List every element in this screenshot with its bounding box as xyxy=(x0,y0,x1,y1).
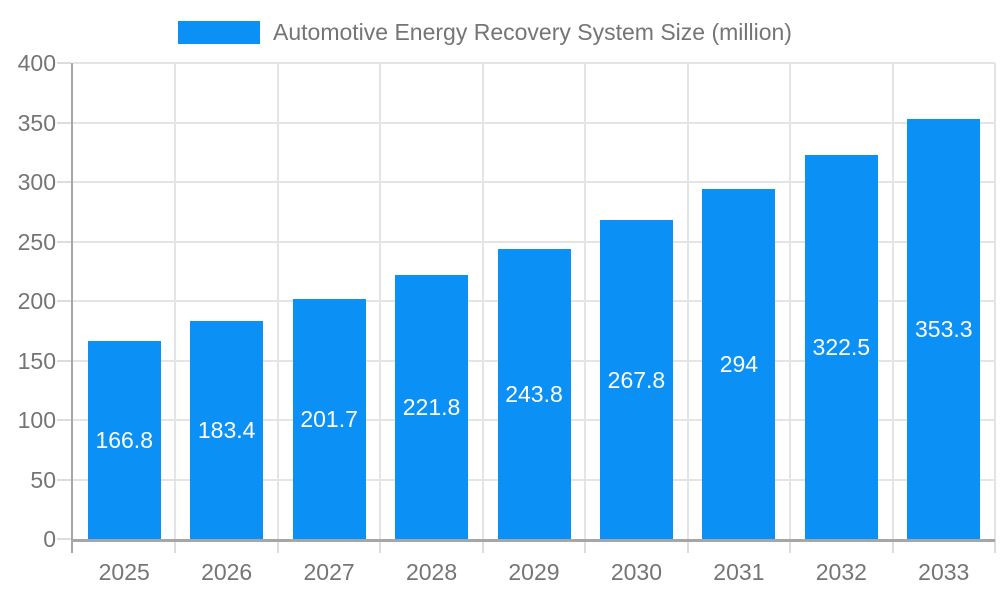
x-gridline xyxy=(994,63,996,539)
y-gridline xyxy=(73,62,995,64)
y-axis-label: 400 xyxy=(17,50,56,76)
bar-2025[interactable] xyxy=(87,340,161,539)
x-gridline xyxy=(276,63,279,539)
x-axis-tick xyxy=(584,539,587,553)
x-axis-tick xyxy=(891,539,894,553)
plot-area: 0 50 100 150 200 250 300 350 400 166.8 2025 183.4 20… xyxy=(18,50,996,585)
x-axis-tick xyxy=(174,539,177,553)
x-gridline xyxy=(379,63,382,539)
y-axis-label: 250 xyxy=(17,228,56,255)
x-gridline xyxy=(789,63,792,539)
x-axis-label: 2033 xyxy=(918,559,970,585)
x-gridline xyxy=(481,63,484,539)
x-axis-label: 2032 xyxy=(815,559,867,585)
x-axis-label: 2027 xyxy=(303,559,355,585)
y-axis-label: 300 xyxy=(17,169,56,195)
bar-2031[interactable] xyxy=(702,189,776,539)
y-axis-tick xyxy=(57,478,71,481)
y-axis-tick xyxy=(57,121,71,124)
x-axis-label: 2025 xyxy=(98,559,150,585)
x-axis-label: 2029 xyxy=(508,559,560,585)
y-axis-tick xyxy=(57,240,71,243)
x-axis-label: 2031 xyxy=(713,559,765,585)
y-gridline xyxy=(73,121,995,124)
y-axis-tick xyxy=(57,62,71,64)
x-gridline xyxy=(686,63,689,539)
x-gridline xyxy=(891,63,894,539)
bar-2029[interactable] xyxy=(497,248,571,539)
x-axis-label: 2026 xyxy=(201,559,253,585)
y-axis-label: 100 xyxy=(17,407,56,433)
x-gridline xyxy=(584,63,587,539)
y-axis-label: 50 xyxy=(30,466,56,493)
y-axis-tick xyxy=(57,419,71,421)
bar-2030[interactable] xyxy=(599,220,673,539)
x-axis-tick xyxy=(789,539,792,553)
y-axis-label: 150 xyxy=(17,347,56,374)
y-axis-tick xyxy=(57,359,71,362)
legend-label: Automotive Energy Recovery System Size (… xyxy=(273,19,792,45)
x-gridline xyxy=(174,63,177,539)
y-axis-tick xyxy=(57,538,71,540)
y-axis-tick xyxy=(57,181,71,183)
x-axis-tick xyxy=(379,539,382,553)
bar-2026[interactable] xyxy=(190,320,264,539)
bar-2028[interactable] xyxy=(395,275,469,539)
x-axis-tick xyxy=(276,539,279,553)
y-axis-label: 200 xyxy=(17,288,56,314)
bar-2032[interactable] xyxy=(804,155,878,539)
legend-swatch xyxy=(178,20,260,44)
legend-item[interactable]: Automotive Energy Recovery System Size (… xyxy=(178,19,792,45)
x-axis-line xyxy=(71,539,995,542)
y-axis-tick xyxy=(57,300,71,302)
x-axis-label: 2030 xyxy=(610,559,663,585)
y-axis-line xyxy=(71,63,73,553)
bar-2027[interactable] xyxy=(292,298,366,539)
x-axis-tick xyxy=(994,539,996,553)
y-axis-label: 350 xyxy=(17,109,56,136)
x-axis-tick xyxy=(481,539,484,553)
x-axis-label: 2028 xyxy=(405,559,458,585)
x-axis-tick xyxy=(686,539,689,553)
y-axis-label: 0 xyxy=(43,526,56,552)
bar-2033[interactable] xyxy=(907,118,981,539)
